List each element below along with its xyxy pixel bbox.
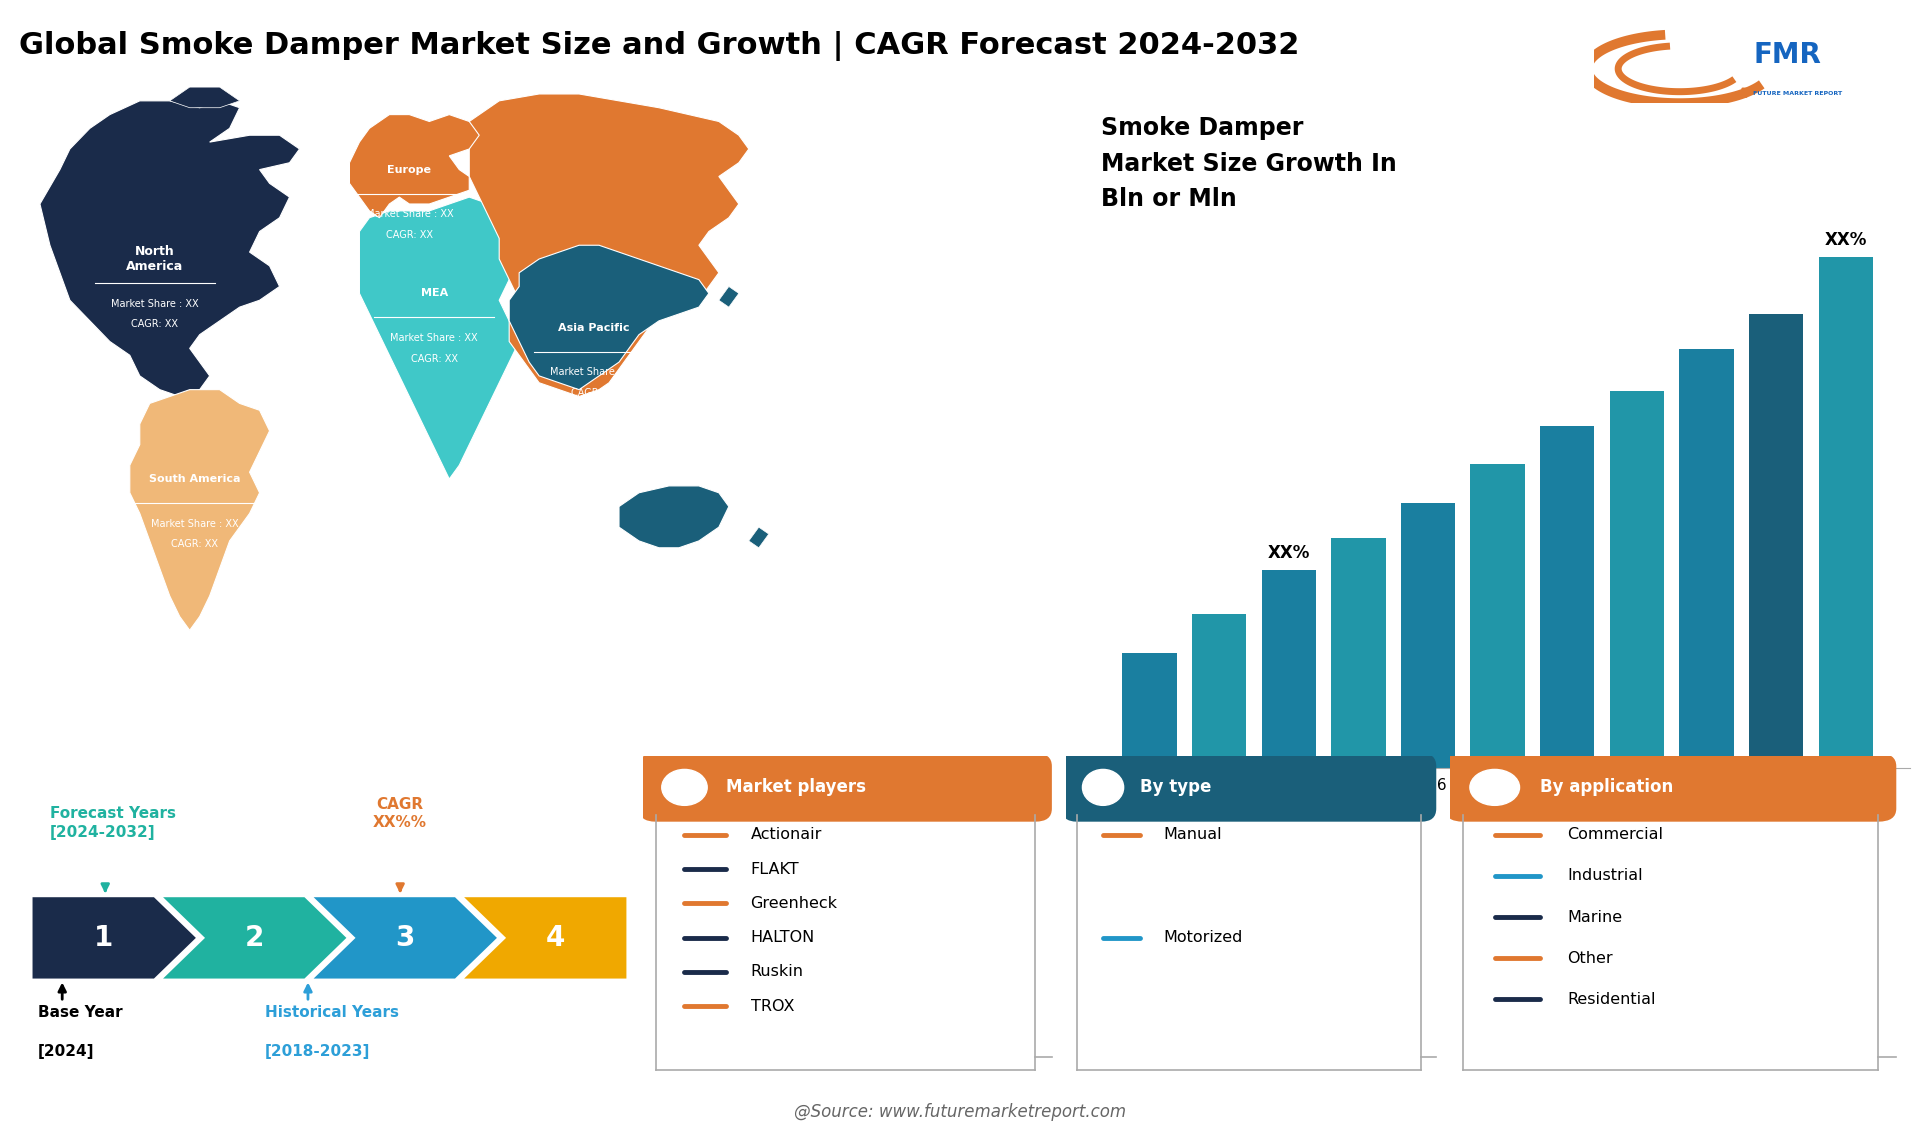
Polygon shape: [509, 245, 708, 390]
Text: MEA: MEA: [420, 289, 447, 298]
Bar: [1261, 570, 1315, 768]
Text: Other: Other: [1567, 951, 1613, 966]
Text: CAGR: XX: CAGR: XX: [171, 540, 219, 549]
Text: Market players: Market players: [726, 778, 866, 796]
Text: Base Year: Base Year: [38, 1005, 123, 1020]
Circle shape: [662, 769, 707, 806]
Text: Motorized: Motorized: [1164, 931, 1242, 945]
Bar: [1680, 350, 1734, 768]
Text: Europe: Europe: [388, 165, 432, 174]
Bar: [1471, 464, 1524, 768]
Text: South America: South America: [150, 474, 240, 484]
Text: CAGR: XX: CAGR: XX: [386, 230, 432, 240]
Circle shape: [1083, 769, 1123, 806]
Text: Smoke Damper
Market Size Growth In
Bln or Mln: Smoke Damper Market Size Growth In Bln o…: [1102, 117, 1398, 211]
Text: Market Share : XX: Market Share : XX: [111, 299, 198, 308]
Text: @Source: www.futuremarketreport.com: @Source: www.futuremarketreport.com: [795, 1102, 1125, 1121]
Polygon shape: [161, 896, 348, 980]
Bar: [1123, 653, 1177, 768]
FancyBboxPatch shape: [1446, 753, 1897, 822]
Text: Marine: Marine: [1567, 910, 1622, 925]
Bar: [1609, 391, 1665, 768]
Text: Actionair: Actionair: [751, 827, 822, 842]
Polygon shape: [618, 486, 730, 548]
Polygon shape: [749, 527, 768, 548]
Text: CAGR: XX: CAGR: XX: [411, 354, 457, 363]
Bar: [1402, 503, 1455, 768]
Polygon shape: [31, 896, 198, 980]
Text: CAGR
XX%%: CAGR XX%%: [372, 796, 426, 831]
Text: FUTURE MARKET REPORT: FUTURE MARKET REPORT: [1753, 92, 1843, 96]
Text: Market Share : XX: Market Share : XX: [152, 519, 238, 528]
Text: Commercial: Commercial: [1567, 827, 1663, 842]
Text: Manual: Manual: [1164, 827, 1221, 842]
Polygon shape: [468, 94, 749, 397]
Text: FMR: FMR: [1753, 41, 1822, 69]
Text: Industrial: Industrial: [1567, 869, 1642, 884]
Text: Asia Pacific: Asia Pacific: [559, 323, 630, 332]
Polygon shape: [131, 390, 269, 630]
Bar: [1540, 426, 1594, 768]
Text: XX%: XX%: [1267, 544, 1309, 562]
Text: Market Share : XX: Market Share : XX: [390, 333, 478, 343]
Text: HALTON: HALTON: [751, 931, 814, 945]
Text: TROX: TROX: [751, 998, 795, 1014]
Polygon shape: [311, 896, 499, 980]
Text: XX%: XX%: [1824, 230, 1866, 249]
Text: 1: 1: [94, 924, 113, 952]
Text: Forecast Years
[2024-2032]: Forecast Years [2024-2032]: [50, 807, 177, 840]
Text: By application: By application: [1540, 778, 1672, 796]
Circle shape: [1471, 769, 1519, 806]
Text: By type: By type: [1140, 778, 1212, 796]
Text: FLAKT: FLAKT: [751, 862, 799, 877]
Text: [2024]: [2024]: [38, 1044, 94, 1059]
FancyBboxPatch shape: [639, 753, 1052, 822]
Text: CAGR: XX: CAGR: XX: [570, 388, 618, 398]
Text: CAGR: XX: CAGR: XX: [131, 320, 179, 329]
Text: 2: 2: [244, 924, 263, 952]
FancyBboxPatch shape: [1062, 753, 1436, 822]
Bar: [1331, 537, 1386, 768]
Text: 4: 4: [545, 924, 564, 952]
Text: Historical Years: Historical Years: [265, 1005, 399, 1020]
Text: North
America: North America: [127, 245, 184, 273]
Text: Greenheck: Greenheck: [751, 896, 837, 911]
Polygon shape: [461, 896, 628, 980]
Bar: [1749, 314, 1803, 768]
Bar: [1818, 257, 1872, 768]
Text: [2018-2023]: [2018-2023]: [265, 1044, 371, 1059]
Polygon shape: [169, 87, 240, 108]
Polygon shape: [349, 115, 480, 218]
Polygon shape: [359, 197, 518, 479]
Text: Market Share : XX: Market Share : XX: [365, 210, 453, 219]
Text: Residential: Residential: [1567, 991, 1655, 1007]
Polygon shape: [718, 286, 739, 307]
Bar: [1192, 614, 1246, 768]
Text: 3: 3: [396, 924, 415, 952]
Text: Global Smoke Damper Market Size and Growth | CAGR Forecast 2024-2032: Global Smoke Damper Market Size and Grow…: [19, 31, 1300, 61]
Polygon shape: [40, 101, 300, 397]
Text: Market Share : XX: Market Share : XX: [551, 368, 637, 377]
Text: Ruskin: Ruskin: [751, 965, 804, 980]
